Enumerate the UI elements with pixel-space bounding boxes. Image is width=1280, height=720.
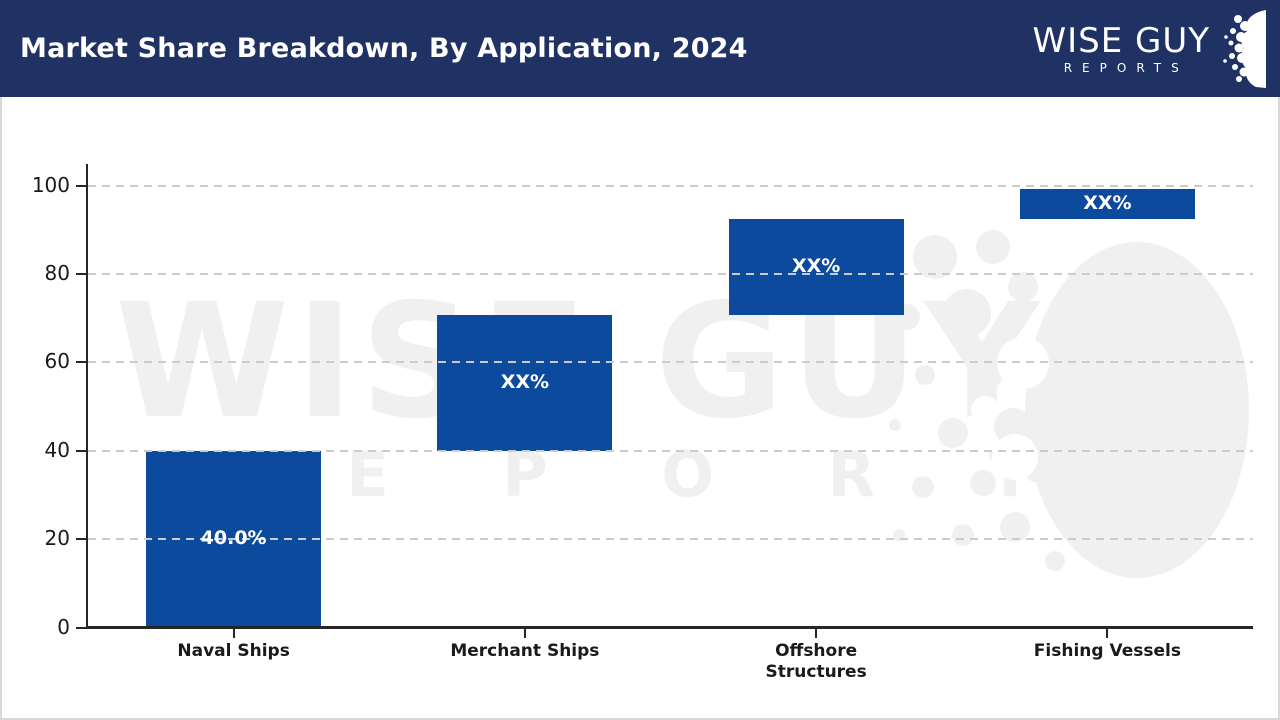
x-category-label-2: Offshore Structures [765, 640, 867, 682]
x-tick-1 [523, 629, 526, 638]
y-axis-line [86, 164, 88, 629]
y-tick-label-60: 60 [44, 349, 70, 374]
bar-value-label-merchant-ships: XX% [500, 370, 550, 393]
gridline-80 [88, 273, 1253, 276]
y-tick-0 [76, 626, 86, 629]
x-category-label-1: Merchant Ships [450, 640, 600, 661]
page-title: Market Share Breakdown, By Application, … [20, 33, 748, 64]
bar-value-label-naval-ships: 40.0% [200, 527, 267, 550]
y-tick-label-40: 40 [44, 437, 70, 462]
x-tick-2 [815, 629, 818, 638]
x-tick-3 [1106, 629, 1109, 638]
y-tick-label-0: 0 [57, 614, 70, 639]
logo-text: WISE GUY REPORTS [1032, 23, 1210, 75]
bar-offshore-structures [728, 219, 904, 316]
y-tick-20 [76, 538, 86, 541]
header-bar: Market Share Breakdown, By Application, … [0, 0, 1280, 97]
wise-guy-logo: WISE GUY REPORTS [1032, 9, 1266, 88]
bar-merchant-ships [437, 315, 613, 451]
x-category-label-0: Naval Ships [177, 640, 290, 661]
y-tick-100 [76, 184, 86, 187]
logo-subtitle: REPORTS [1063, 60, 1189, 75]
gridline-60 [88, 361, 1253, 364]
y-tick-40 [76, 449, 86, 452]
y-tick-label-20: 20 [44, 526, 70, 551]
y-tick-80 [76, 273, 86, 276]
x-axis-line [86, 626, 1253, 629]
watermark-face-icon [889, 230, 1249, 578]
gridline-20 [88, 538, 1253, 541]
gridline-40 [88, 449, 1253, 452]
logo-face-icon [1223, 9, 1266, 88]
y-tick-label-80: 80 [44, 261, 70, 286]
x-category-label-3: Fishing Vessels [1033, 640, 1181, 661]
x-tick-0 [232, 629, 235, 638]
bar-value-label-fishing-vessels: XX% [1083, 192, 1132, 215]
bar-value-label-offshore-structures: XX% [791, 255, 841, 278]
gridline-100 [88, 184, 1253, 187]
logo-wordmark: WISE GUY [1032, 20, 1210, 61]
y-tick-60 [76, 361, 86, 364]
y-tick-label-100: 100 [31, 172, 70, 197]
bar-fishing-vessels [1019, 188, 1195, 220]
